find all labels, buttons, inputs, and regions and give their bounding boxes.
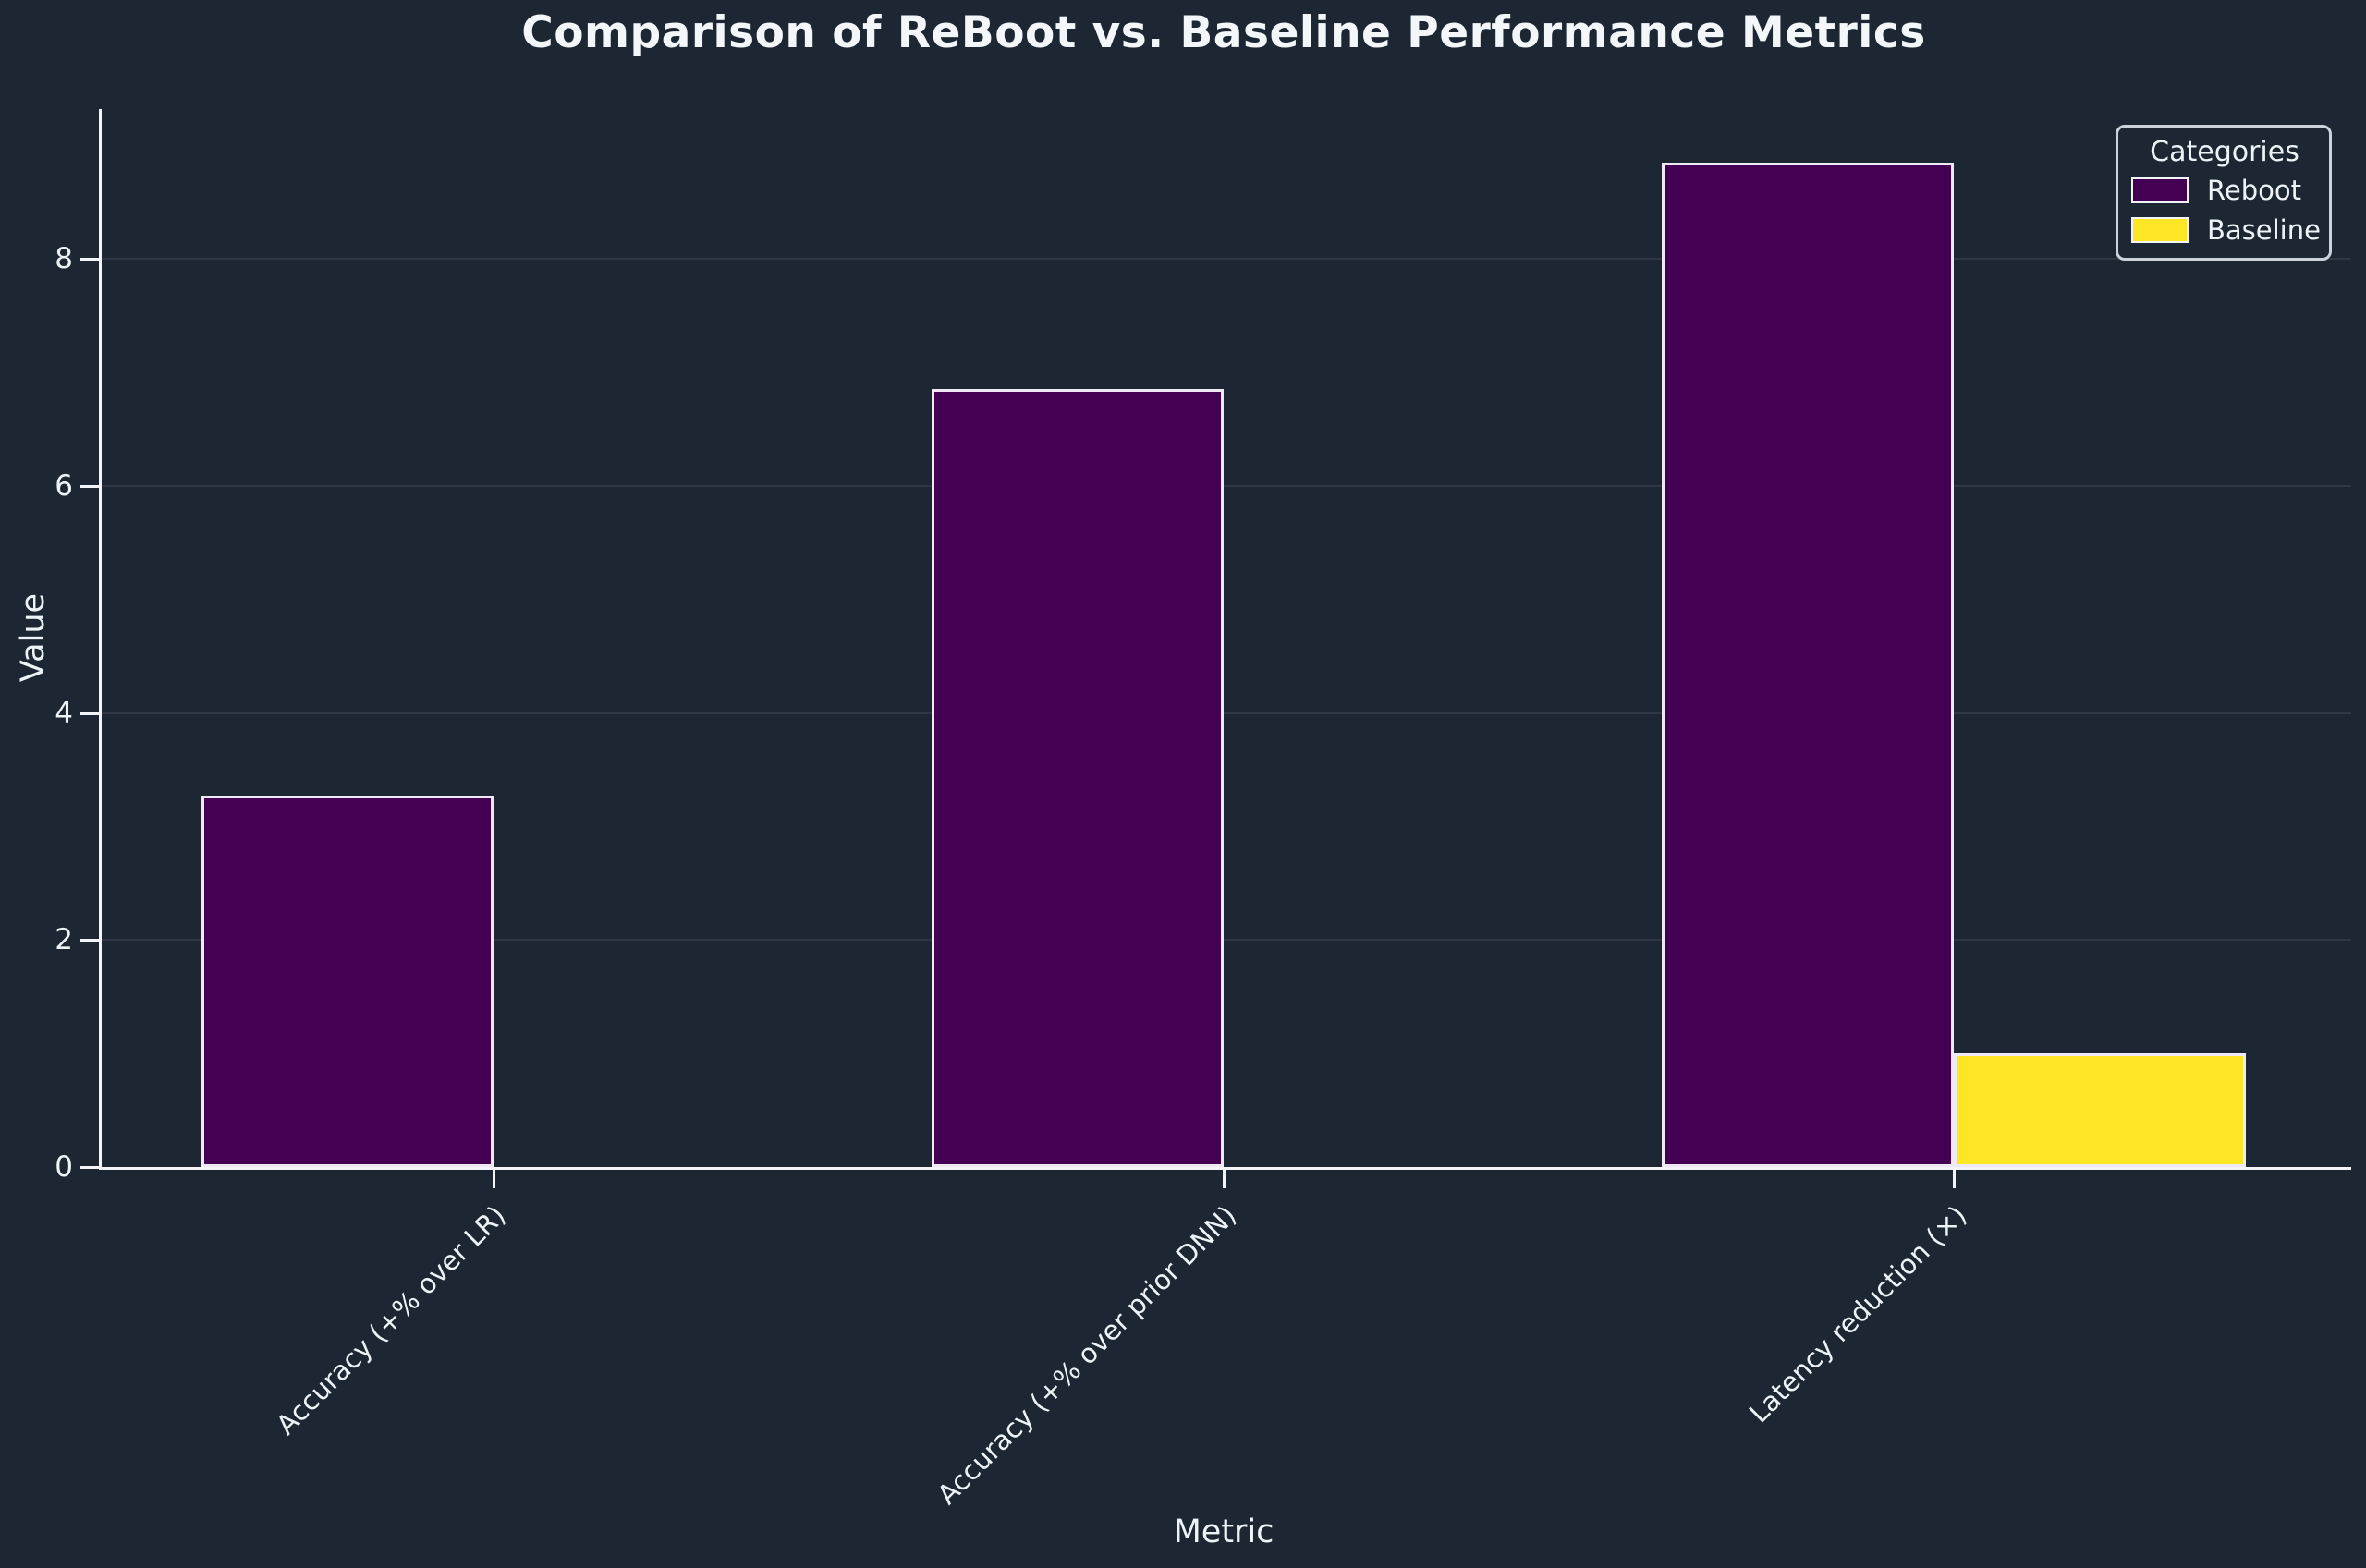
- grid-line: [102, 258, 2351, 261]
- legend-title: Categories: [2150, 136, 2299, 168]
- y-tick-label: 2: [55, 923, 73, 956]
- x-tick-mark: [1953, 1170, 1956, 1188]
- y-tick-label: 8: [55, 242, 73, 275]
- y-tick-mark: [80, 712, 99, 715]
- bar-reboot-0: [201, 796, 494, 1167]
- x-tick-label: Accuracy (+% over prior DNN): [931, 1199, 1243, 1511]
- y-tick-label: 6: [55, 469, 73, 503]
- legend: Categories Reboot Baseline: [2116, 125, 2332, 261]
- bar-baseline-2: [1954, 1053, 2246, 1167]
- plot-area: [99, 109, 2351, 1170]
- x-tick-label: Latency reduction (×): [1742, 1199, 1973, 1429]
- grid-line: [102, 484, 2351, 487]
- y-tick-mark: [80, 485, 99, 488]
- legend-item-reboot: Reboot: [2131, 170, 2318, 211]
- x-axis-label: Metric: [1173, 1513, 1274, 1550]
- legend-swatch-reboot: [2131, 176, 2189, 203]
- grid-line: [102, 939, 2351, 942]
- bar-reboot-2: [1662, 163, 1954, 1167]
- legend-swatch-baseline: [2131, 217, 2189, 244]
- grid-line: [102, 711, 2351, 714]
- y-tick-mark: [80, 258, 99, 261]
- y-tick-label: 0: [55, 1150, 73, 1184]
- y-tick-mark: [80, 939, 99, 942]
- legend-item-baseline: Baseline: [2131, 211, 2321, 251]
- x-tick-mark: [1223, 1170, 1226, 1188]
- x-tick-mark: [493, 1170, 495, 1188]
- legend-label-reboot: Reboot: [2207, 174, 2301, 206]
- legend-label-baseline: Baseline: [2207, 214, 2321, 247]
- chart-title: Comparison of ReBoot vs. Baseline Perfor…: [521, 7, 1926, 58]
- y-tick-mark: [80, 1166, 99, 1169]
- x-tick-label: Accuracy (+% over LR): [270, 1199, 513, 1441]
- y-tick-label: 4: [55, 697, 73, 730]
- bar-reboot-1: [932, 389, 1224, 1167]
